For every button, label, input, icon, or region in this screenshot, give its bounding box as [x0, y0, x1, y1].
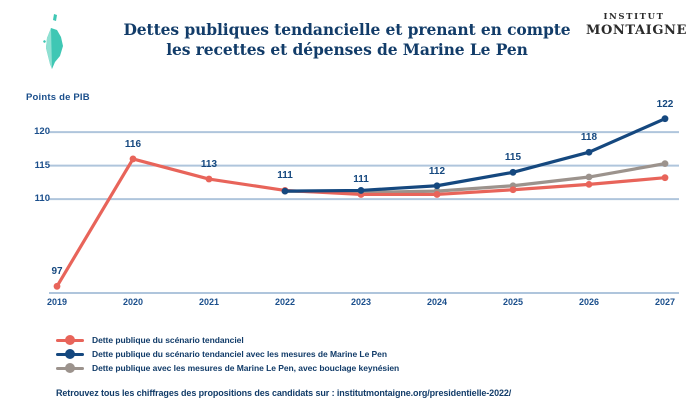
line-dot-marker	[56, 348, 84, 361]
y-tick-label: 115	[34, 159, 50, 171]
page-title: Dettes publiques tendancielle et prenant…	[123, 20, 571, 59]
data-point-label: 111	[277, 170, 293, 182]
series-lines	[53, 115, 669, 290]
legend-item-label: Dette publique avec les mesures de Marin…	[92, 363, 400, 373]
line-dot-marker	[56, 362, 84, 375]
chart-legend: Dette publique du scénario tendanciel De…	[56, 333, 399, 375]
data-point-label: 112	[428, 165, 446, 177]
data-point-label: 118	[580, 132, 598, 144]
x-tick-label: 2026	[578, 297, 600, 307]
brand-line-2: MONTAIGNE	[586, 23, 688, 38]
data-point-label: 97	[51, 266, 63, 278]
france-map-icon	[43, 14, 63, 69]
footer-note: Retrouvez tous les chiffrages des propos…	[56, 388, 512, 398]
x-tick-label: 2027	[654, 297, 676, 307]
legend-item-label: Dette publique du scénario tendanciel	[92, 335, 244, 345]
x-tick-label: 2023	[350, 297, 372, 307]
brand-line-1: INSTITUT	[603, 12, 665, 22]
y-axis-label: Points de PIB	[26, 92, 90, 103]
x-tick-label: 2021	[198, 297, 220, 307]
y-tick-label: 120	[34, 126, 50, 138]
legend-item[interactable]: Dette publique du scénario tendanciel av…	[56, 347, 399, 361]
x-tick-label: 2020	[122, 297, 144, 307]
legend-item-label: Dette publique du scénario tendanciel av…	[92, 349, 387, 359]
x-tick-label: 2019	[46, 297, 68, 307]
data-point-label: 111	[353, 174, 369, 186]
x-tick-label: 2024	[426, 297, 448, 307]
line-dot-marker	[56, 334, 84, 347]
y-tick-label: 110	[34, 193, 50, 205]
x-tick-label: 2025	[502, 297, 524, 307]
data-point-label: 122	[656, 98, 674, 110]
x-tick-label: 2022	[274, 297, 296, 307]
data-point-label: 115	[504, 152, 522, 164]
data-point-label: 113	[200, 159, 218, 171]
data-point-label: 116	[124, 138, 142, 150]
gridlines	[49, 131, 679, 294]
legend-item[interactable]: Dette publique avec les mesures de Marin…	[56, 361, 399, 375]
brand-logo: INSTITUT MONTAIGNE	[586, 12, 688, 38]
legend-item[interactable]: Dette publique du scénario tendanciel	[56, 333, 399, 347]
